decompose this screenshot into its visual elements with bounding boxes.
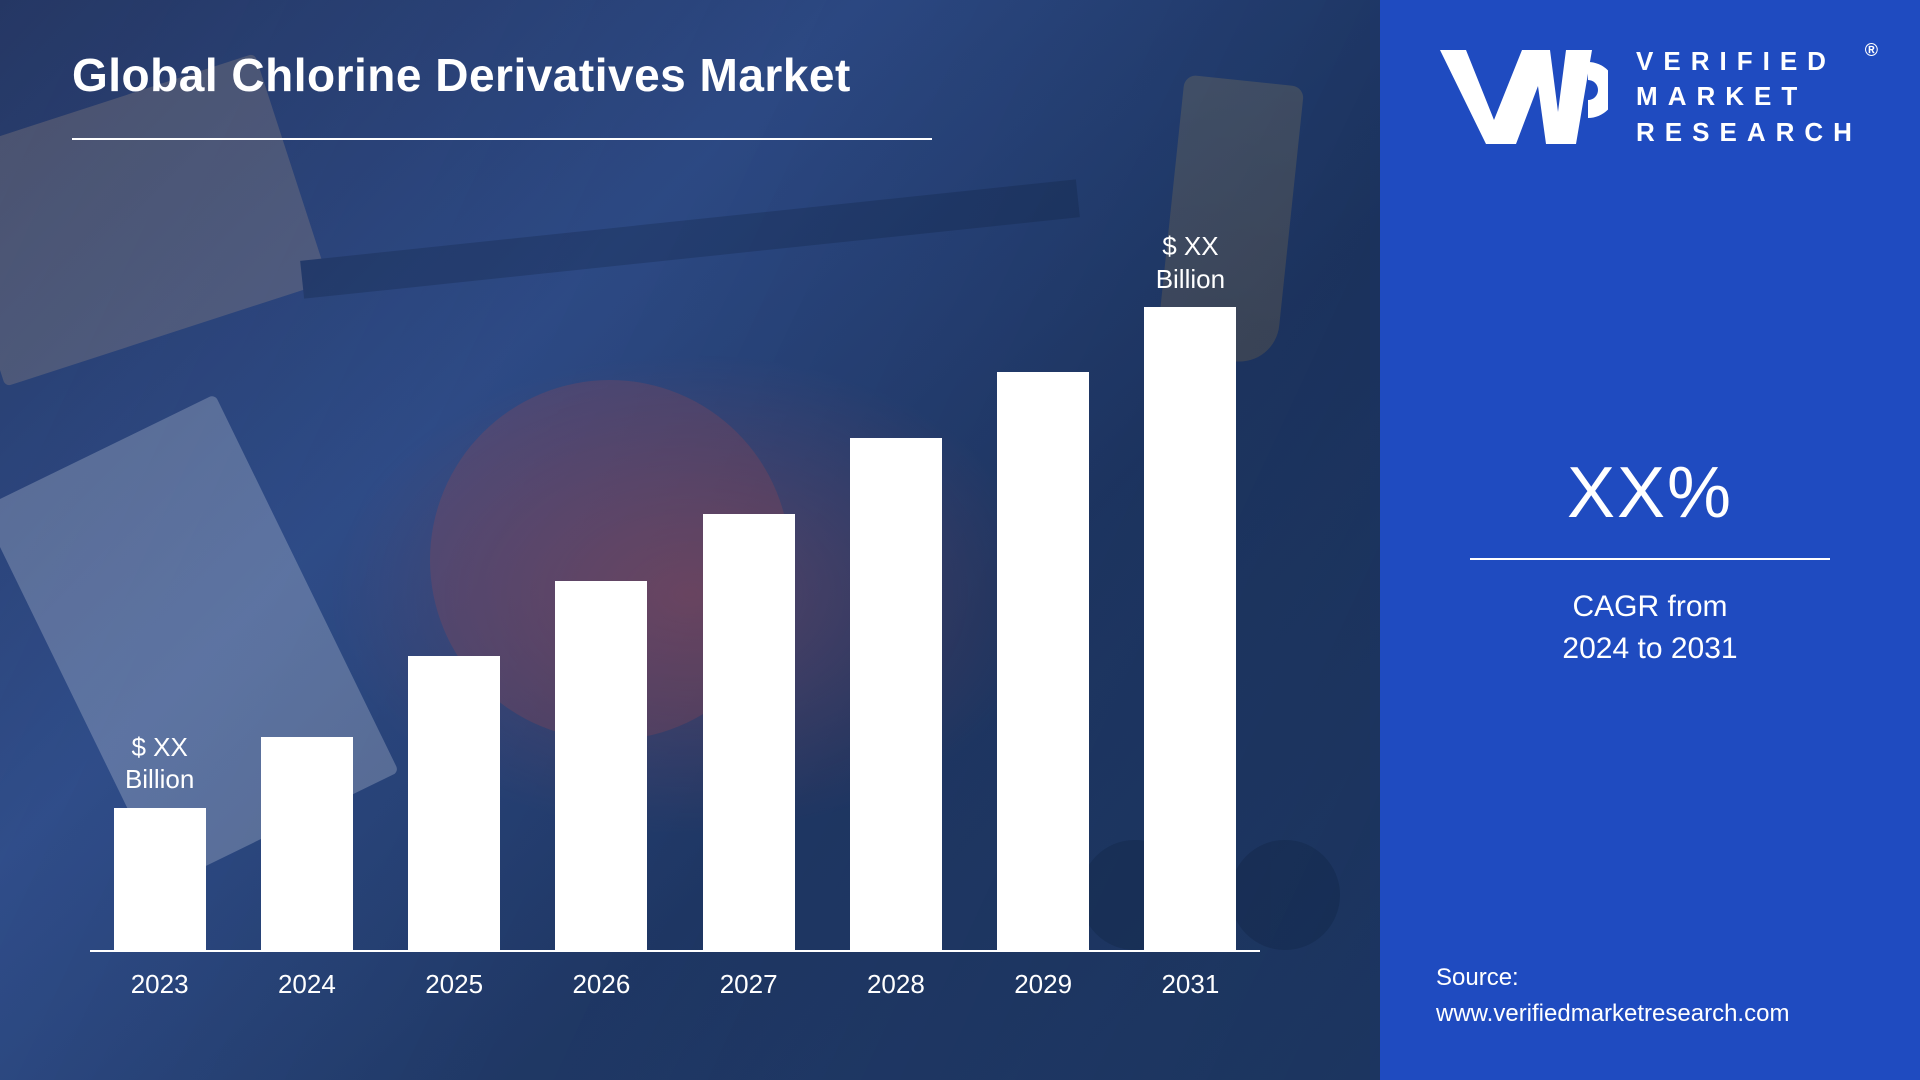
- chart-baseline: [90, 950, 1260, 952]
- cagr-underline: [1470, 558, 1830, 560]
- bar-column: [846, 230, 945, 950]
- bar-column: [552, 230, 651, 950]
- cagr-label-line2: 2024 to 2031: [1470, 628, 1830, 670]
- brand-line-3: RESEARCH: [1636, 115, 1862, 150]
- x-axis-label: 2029: [994, 969, 1093, 1000]
- cagr-label: CAGR from 2024 to 2031: [1470, 586, 1830, 670]
- chart-panel: Global Chlorine Derivatives Market $ XXB…: [0, 0, 1380, 1080]
- bar-rect: [555, 581, 647, 950]
- bar-rect: [997, 372, 1089, 950]
- source-label: Source:: [1436, 960, 1789, 996]
- brand-logo: VERIFIED MARKET RESEARCH ®: [1438, 42, 1862, 152]
- bar-rect: [850, 438, 942, 950]
- bar-column: [257, 230, 356, 950]
- bar-rect: [1144, 307, 1236, 950]
- registered-mark-icon: ®: [1865, 38, 1888, 62]
- x-axis-label: 2027: [699, 969, 798, 1000]
- bar-rect: [408, 656, 500, 950]
- bar-rect: [114, 808, 206, 950]
- title-underline: [72, 138, 932, 140]
- bar-column: $ XXBillion: [1141, 230, 1240, 950]
- summary-panel: VERIFIED MARKET RESEARCH ® XX% CAGR from…: [1380, 0, 1920, 1080]
- vmr-logo-icon: [1438, 42, 1608, 152]
- bar-column: $ XXBillion: [110, 230, 209, 950]
- bars-row: $ XXBillion $ XXBillion: [90, 230, 1260, 950]
- x-axis-label: 2031: [1141, 969, 1240, 1000]
- bar-column: [994, 230, 1093, 950]
- bar-column: [405, 230, 504, 950]
- source-url: www.verifiedmarketresearch.com: [1436, 996, 1789, 1032]
- x-axis-labels: 2023 2024 2025 2026 2027 2028 2029 2031: [90, 969, 1260, 1000]
- bar-chart: $ XXBillion$ XXBillion 20232024202520262…: [90, 230, 1260, 1020]
- brand-text: VERIFIED MARKET RESEARCH ®: [1636, 44, 1862, 149]
- x-axis-label: 2025: [405, 969, 504, 1000]
- brand-line-2: MARKET: [1636, 79, 1862, 114]
- brand-line-1: VERIFIED: [1636, 44, 1862, 79]
- cagr-label-line1: CAGR from: [1470, 586, 1830, 628]
- x-axis-label: 2028: [846, 969, 945, 1000]
- source-block: Source: www.verifiedmarketresearch.com: [1436, 960, 1789, 1032]
- x-axis-label: 2023: [110, 969, 209, 1000]
- bar-rect: [261, 737, 353, 950]
- infographic-root: Global Chlorine Derivatives Market $ XXB…: [0, 0, 1920, 1080]
- bar-rect: [703, 514, 795, 950]
- bar-value-label: $ XXBillion: [1156, 230, 1225, 295]
- x-axis-label: 2024: [257, 969, 356, 1000]
- x-axis-label: 2026: [552, 969, 651, 1000]
- page-title: Global Chlorine Derivatives Market: [72, 48, 1380, 102]
- bar-column: [699, 230, 798, 950]
- cagr-value: XX%: [1470, 452, 1830, 534]
- title-block: Global Chlorine Derivatives Market: [0, 0, 1380, 140]
- bar-value-label: $ XXBillion: [125, 731, 194, 796]
- cagr-block: XX% CAGR from 2024 to 2031: [1470, 452, 1830, 670]
